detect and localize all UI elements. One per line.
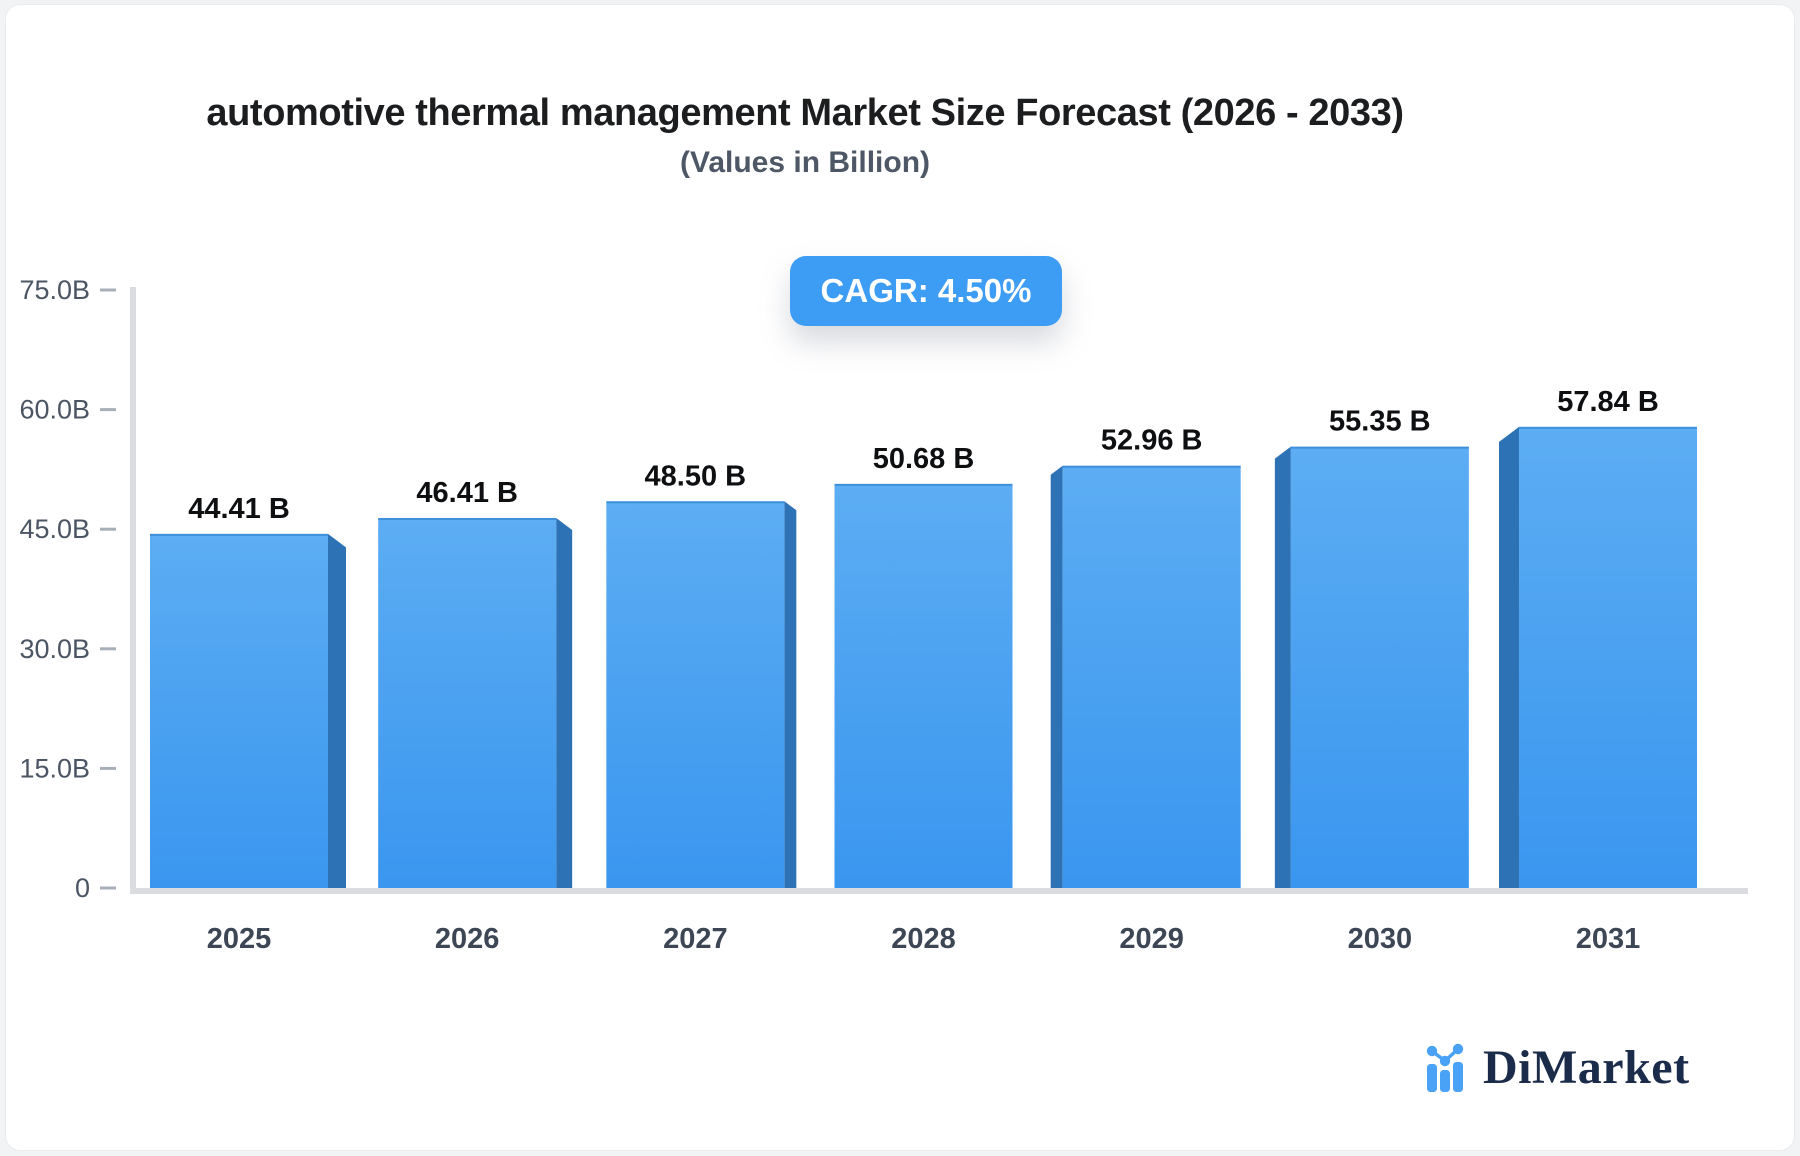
bar-2026[interactable]: 46.41 B [378,477,573,888]
mini-bar-chart-icon [1426,1043,1464,1092]
y-axis-tick-label: 75.0B [19,275,90,305]
chart-title: automotive thermal management Market Siz… [206,92,1404,134]
bar-side-face [328,533,346,888]
bar-side-face [1050,465,1063,888]
bar-2031[interactable]: 57.84 B [1499,386,1698,888]
brand-logo-text: DiMarket [1483,1041,1690,1094]
y-axis-tick-label: 30.0B [19,634,90,664]
bar-front-face [1519,426,1698,888]
bar-value-label: 46.41 B [416,477,518,509]
bar-value-label: 52.96 B [1101,425,1203,457]
bar-value-label: 57.84 B [1557,386,1659,418]
brand-logo: DiMarket [1424,1040,1690,1092]
bar-front-face [378,517,557,888]
bar-front-face [834,483,1013,888]
y-axis-tick-label: 0 [75,873,90,903]
x-axis-label: 2029 [1119,923,1184,955]
x-axis-label: 2030 [1348,923,1413,955]
bar-value-label: 44.41 B [188,493,290,525]
bar-front-face [606,501,785,888]
bar-side-face [1499,426,1520,888]
x-axis-label: 2025 [207,923,272,955]
bar-2028[interactable]: 50.68 B [834,443,1013,888]
x-axis-label: 2028 [891,923,956,955]
bar-front-face [1290,446,1469,888]
bar-front-face [150,533,328,888]
bar-value-label: 48.50 B [645,460,747,492]
y-axis-tick-label: 60.0B [19,395,90,425]
bar-2030[interactable]: 55.35 B [1274,406,1469,888]
bar-2029[interactable]: 52.96 B [1050,425,1241,888]
bar-2025[interactable]: 44.41 B [150,493,346,888]
chart-subtitle: (Values in Billion) [679,146,931,179]
cagr-badge-label: CAGR: 4.50% [820,272,1032,309]
bar-side-face [1274,446,1291,888]
bar-side-face [784,501,797,888]
bar-side-face [556,517,573,888]
x-axis-label: 2027 [663,923,728,955]
y-axis-tick-label: 15.0B [19,753,90,783]
bar-value-label: 55.35 B [1329,406,1431,438]
y-axis-tick-label: 45.0B [19,514,90,544]
bar-2027[interactable]: 48.50 B [606,460,797,888]
bar-value-label: 50.68 B [873,443,975,475]
cagr-badge: CAGR: 4.50% [790,256,1062,326]
x-axis-label: 2031 [1576,923,1641,955]
bar-front-face [1062,465,1241,888]
x-axis-label: 2026 [435,923,500,955]
